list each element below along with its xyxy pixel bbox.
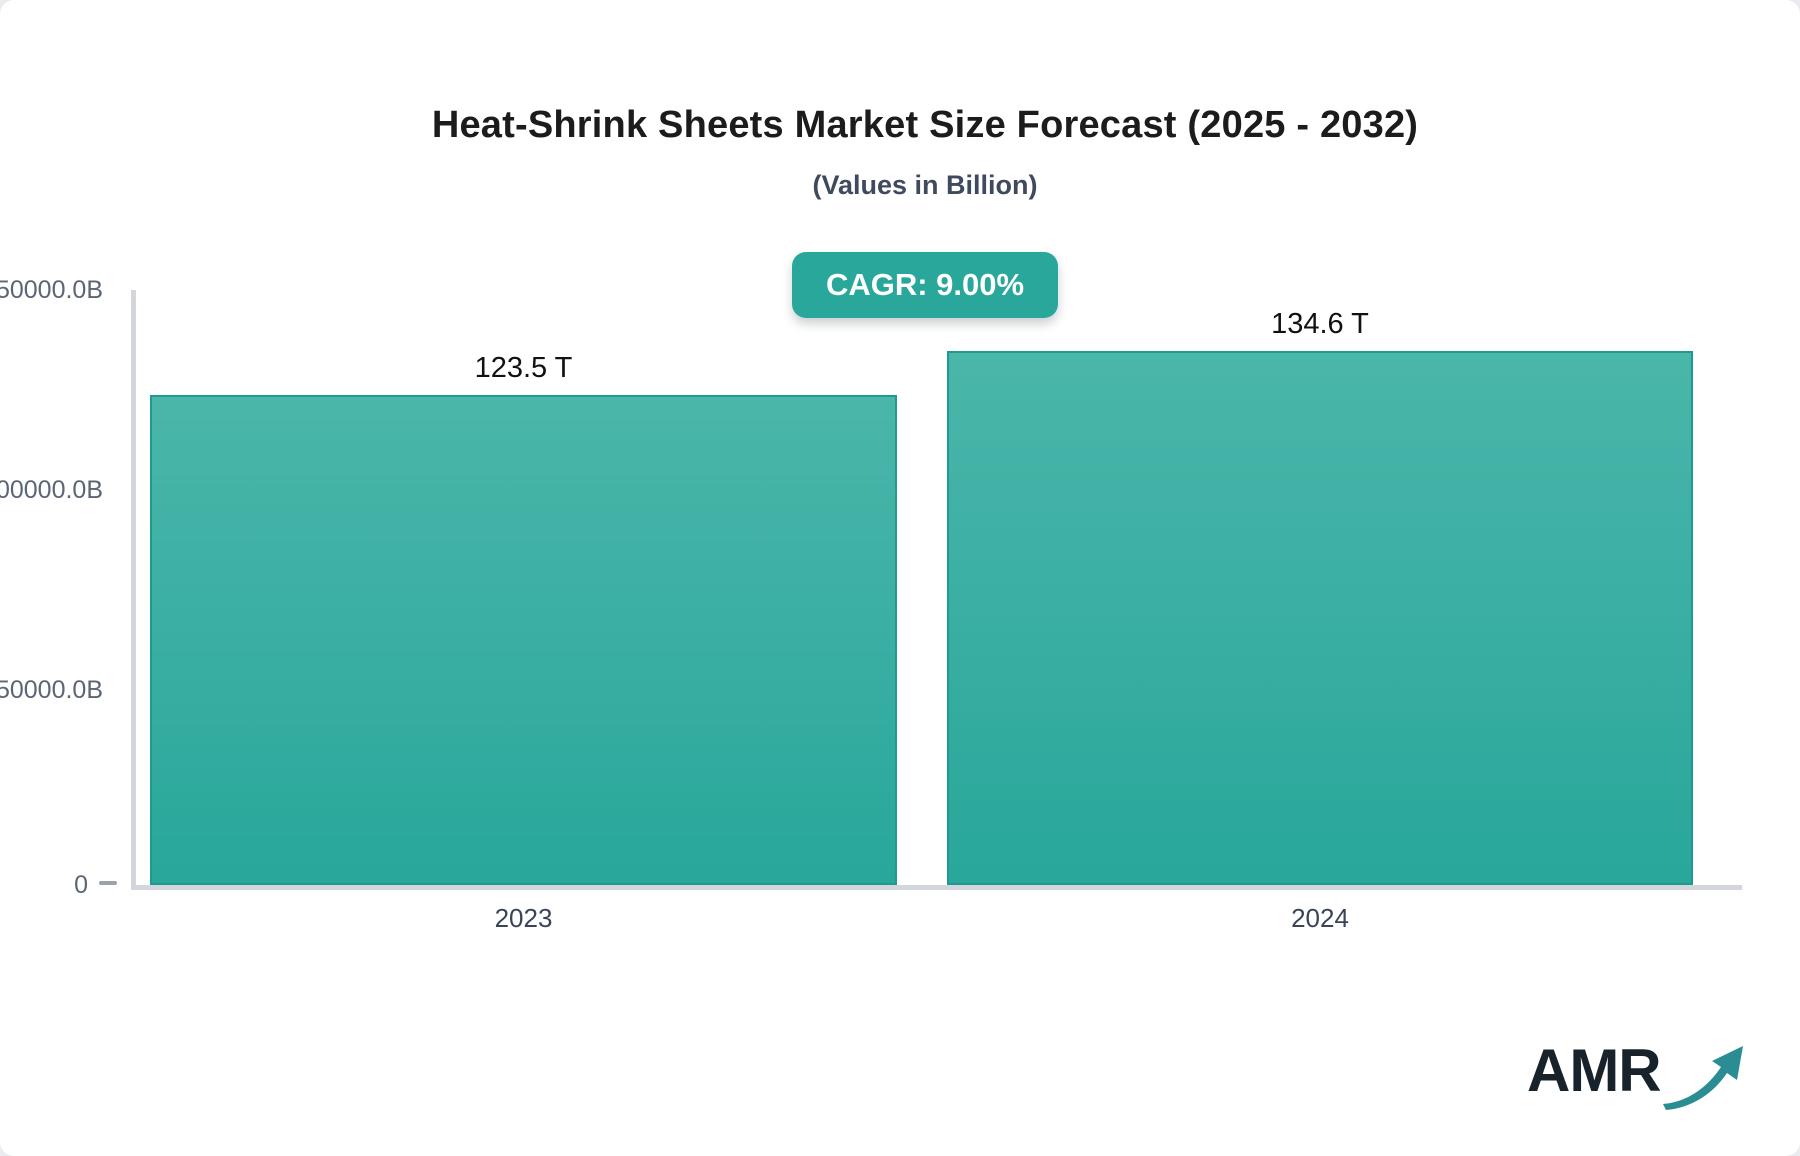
y-tick-label: 0	[74, 871, 88, 899]
bar-value-label: 134.6 T	[1271, 308, 1369, 340]
bar-2023	[150, 395, 897, 885]
y-tick-label: 50000.0B	[0, 676, 103, 704]
y-tick-label: 150000.0B	[0, 276, 103, 304]
x-axis-line	[131, 885, 1742, 890]
y-axis-line	[131, 290, 136, 890]
chart-title: Heat-Shrink Sheets Market Size Forecast …	[431, 104, 1419, 146]
x-axis-label: 2023	[494, 903, 553, 933]
growth-arrow-icon	[1663, 1046, 1743, 1110]
cagr-badge-row: CAGR: 9.00%	[50, 252, 1800, 318]
zero-tick-mark	[99, 881, 117, 885]
chart-subtitle: (Values in Billion)	[812, 170, 1038, 200]
y-tick-label: 100000.0B	[0, 476, 103, 504]
bar-2024	[947, 351, 1693, 885]
bar-value-label: 123.5 T	[474, 352, 573, 384]
cagr-badge: CAGR: 9.00%	[791, 252, 1059, 318]
x-axis-label: 2024	[1291, 903, 1349, 933]
amr-logo: AMR	[1527, 1036, 1743, 1126]
amr-logo-text: AMR	[1527, 1037, 1662, 1104]
